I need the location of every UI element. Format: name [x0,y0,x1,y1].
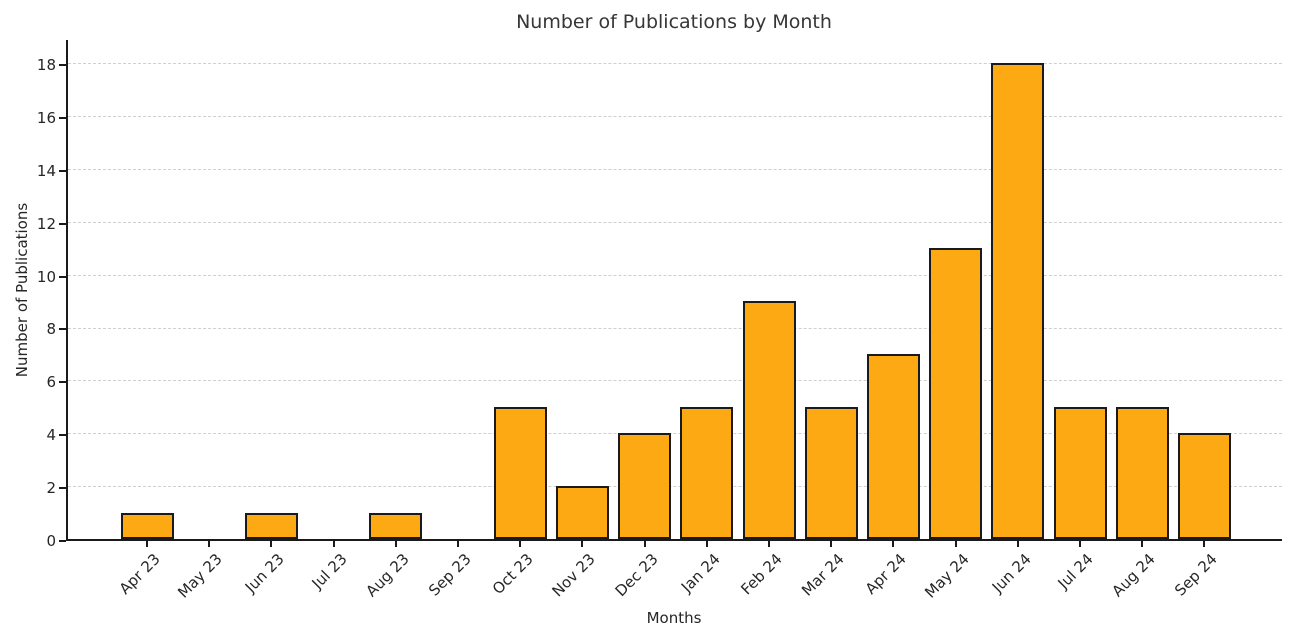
x-tick-mark [332,541,335,547]
y-tick-label: 12 [36,214,56,233]
x-tick-mark [830,541,833,547]
y-tick-mark [59,116,66,119]
x-tick-mark [892,541,895,547]
bar-sep-24 [1177,433,1231,539]
y-tick-mark [59,540,66,542]
chart-title: Number of Publications by Month [516,11,832,33]
bar-jul-24 [1053,407,1107,539]
y-tick-label: 4 [46,426,56,445]
gridline [68,327,1282,329]
y-tick-label: 16 [36,108,56,127]
gridline [68,221,1282,223]
bar-apr-23 [120,513,174,539]
x-tick-mark [705,541,708,547]
bar-jan-24 [680,407,734,539]
x-tick-mark [1141,541,1144,547]
x-tick-mark [146,541,148,547]
x-tick-mark [768,541,770,547]
bar-may-24 [929,248,983,539]
y-tick-label: 8 [46,320,56,339]
bar-jun-23 [244,513,298,539]
gridline [68,63,1282,65]
gridline [68,168,1282,170]
bar-nov-23 [555,486,609,539]
x-tick-mark [270,541,273,547]
gridline [68,380,1282,382]
y-tick-mark [59,381,66,384]
x-axis-label: Months [646,609,702,627]
y-tick-mark [59,64,66,67]
x-tick-mark [457,541,459,547]
gridline [68,116,1282,117]
bar-apr-24 [866,354,920,539]
y-tick-mark [59,487,66,490]
y-tick-label: 2 [46,479,56,498]
y-tick-mark [59,328,66,331]
gridline [68,486,1282,488]
y-tick-label: 0 [46,532,56,550]
y-tick-label: 10 [36,267,56,286]
x-tick-mark [1079,541,1081,547]
x-tick-mark [208,541,211,547]
bar-aug-24 [1115,407,1169,539]
gridline [68,274,1282,276]
x-tick-mark [643,541,646,547]
x-tick-mark [1203,541,1206,547]
y-tick-mark [59,434,66,437]
bar-jun-24 [991,63,1045,539]
y-tick-mark [59,222,66,225]
y-tick-label: 18 [36,56,56,75]
bar-aug-23 [369,513,423,539]
x-tick-mark [581,541,584,547]
x-tick-mark [1016,541,1019,547]
bar-dec-23 [618,433,672,539]
gridline [68,433,1282,435]
bar-mar-24 [804,407,858,539]
y-tick-label: 6 [46,373,56,392]
bar-feb-24 [742,301,796,539]
plot-area [66,40,1282,541]
bar-oct-23 [493,407,547,539]
x-tick-mark [394,541,397,547]
y-tick-mark [59,275,66,278]
x-tick-mark [519,541,522,547]
y-tick-mark [59,169,66,172]
x-tick-mark [954,541,957,547]
y-tick-label: 14 [36,161,56,180]
